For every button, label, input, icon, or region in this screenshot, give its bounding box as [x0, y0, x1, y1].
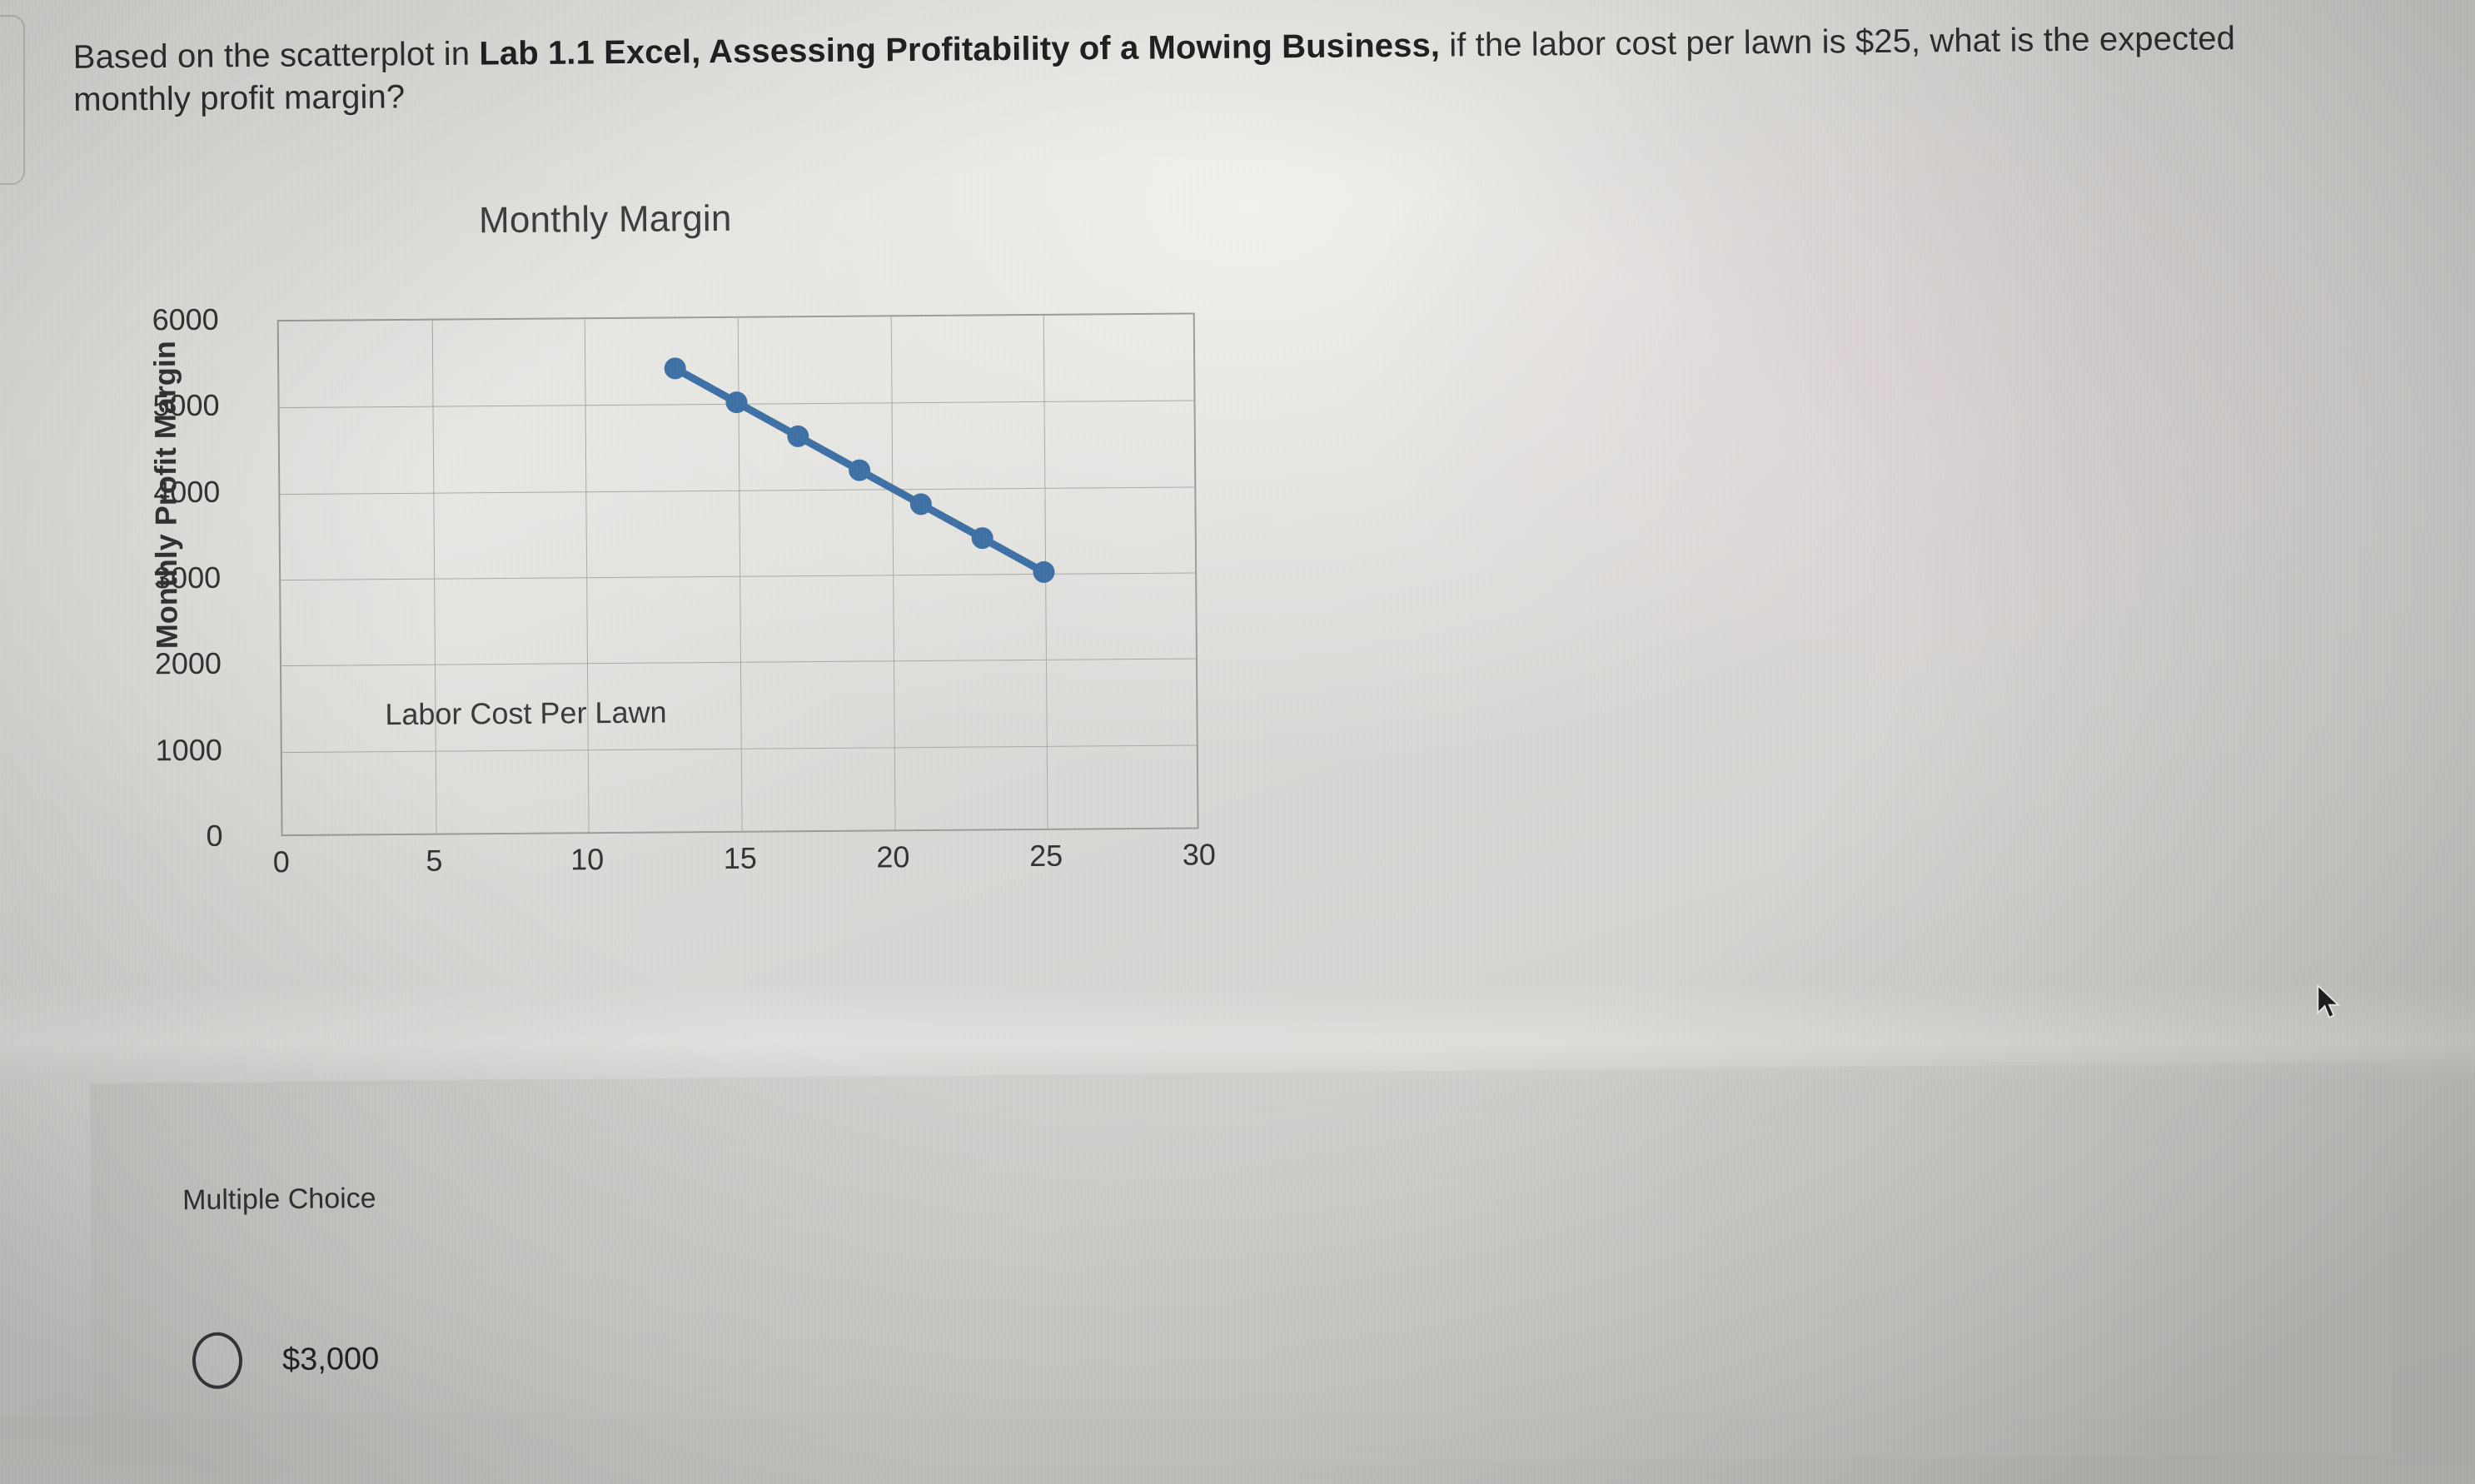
x-tick-label: 0: [272, 844, 291, 879]
data-point-marker: [787, 425, 809, 447]
x-tick-label: 15: [723, 840, 757, 875]
answer-option-1-label: $3,000: [281, 1341, 380, 1377]
data-point-marker: [664, 357, 686, 380]
answer-type-label: Multiple Choice: [182, 1182, 376, 1217]
question-lab-reference: Lab 1.1 Excel, Assessing Profitability o…: [479, 27, 1441, 72]
data-point-marker: [971, 527, 993, 550]
question-prefix: Based on the scatterplot in: [72, 35, 480, 76]
mouse-pointer-icon: [2317, 984, 2341, 1019]
x-tick-label: 30: [1182, 837, 1216, 872]
chart-title: Monthly Margin: [478, 197, 732, 242]
x-tick-label: 5: [426, 843, 443, 878]
data-point-marker: [725, 391, 748, 414]
data-point-marker: [849, 459, 871, 481]
answer-option-row[interactable]: $3,000: [192, 1331, 380, 1390]
left-panel-edge: [0, 15, 25, 185]
y-tick-label: 2000: [154, 645, 222, 681]
x-tick-label: 20: [876, 839, 910, 874]
x-tick-label: 25: [1028, 838, 1063, 874]
y-tick-label: 5000: [152, 388, 220, 423]
data-point-marker: [1033, 560, 1055, 583]
y-tick-label: 0: [206, 818, 223, 853]
y-tick-label: 4000: [153, 474, 221, 509]
chart: Monthly Margin Monthly Profit Margin Lab…: [122, 193, 1311, 927]
answer-card: Multiple Choice $3,000: [89, 1061, 2393, 1476]
y-tick-label: 6000: [152, 301, 219, 337]
x-tick-label: 10: [570, 842, 605, 877]
radio-button-option-1[interactable]: [192, 1332, 243, 1390]
y-tick-label: 3000: [153, 560, 222, 595]
series-layer: [664, 357, 1055, 583]
y-tick-label: 1000: [155, 732, 222, 767]
data-point-marker: [909, 493, 932, 515]
